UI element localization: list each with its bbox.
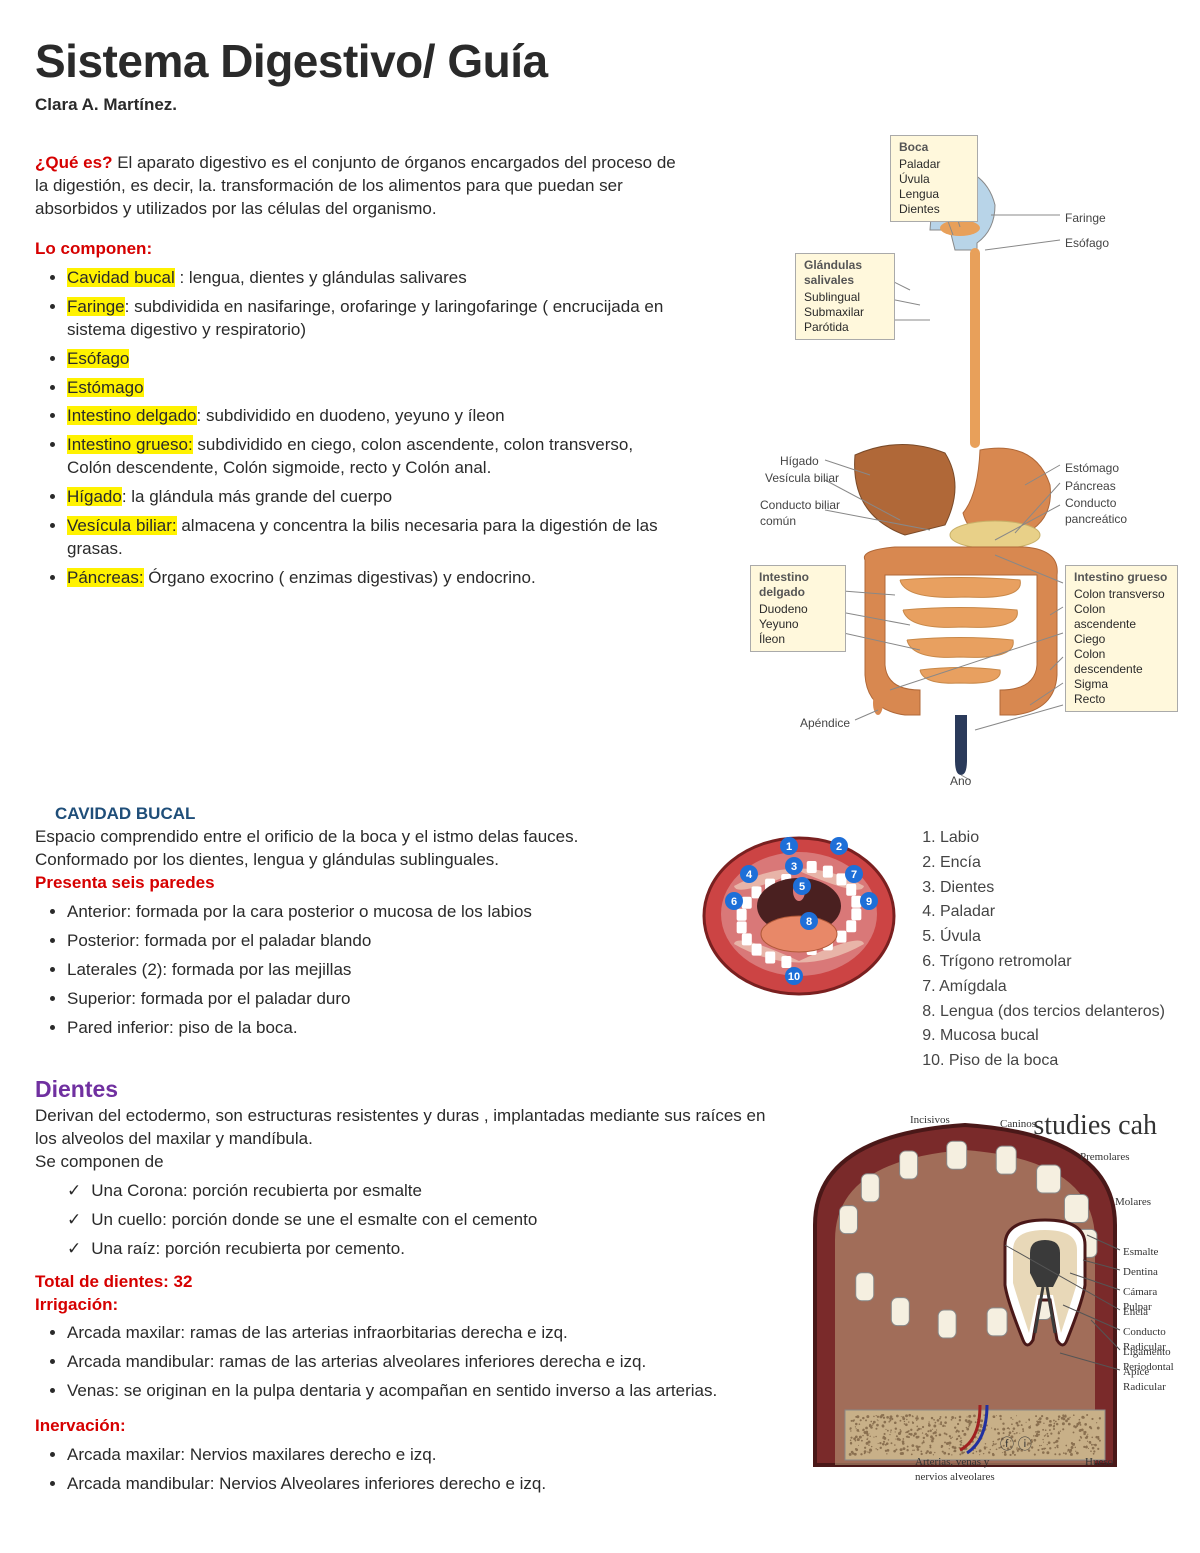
- page-title: Sistema Digestivo/ Guía: [35, 30, 1165, 92]
- diag1-label: Conducto pancreático: [1065, 495, 1160, 527]
- tooth-bottom-label: Arterias, venas y nervios alveolares: [915, 1455, 1005, 1485]
- dientes-p2: Se componen de: [35, 1151, 787, 1174]
- diag1-label: Estómago: [1065, 460, 1160, 476]
- componente-item: Intestino grueso: subdividido en ciego, …: [67, 434, 677, 480]
- componente-item: Vesícula biliar: almacena y concentra la…: [67, 515, 677, 561]
- irrig-head: Irrigación:: [35, 1294, 787, 1317]
- diag1-label: Ano: [950, 773, 1045, 789]
- svg-text:2: 2: [836, 841, 842, 853]
- diag1-label: Vesícula biliar: [765, 470, 860, 486]
- componente-item: Faringe: subdividida en nasifaringe, oro…: [67, 296, 677, 342]
- dientes-parts: Una Corona: porción recubierta por esmal…: [35, 1180, 787, 1261]
- parts-item: Un cuello: porción donde se une el esmal…: [67, 1209, 787, 1232]
- walls-list: Anterior: formada por la cara posterior …: [35, 901, 676, 1040]
- mouth-legend-item: 6. Trígono retromolar: [922, 950, 1165, 975]
- mouth-legend: 1. Labio2. Encía3. Dientes4. Paladar5. Ú…: [922, 826, 1165, 1074]
- componente-item: Esófago: [67, 348, 677, 371]
- dientes-head: Dientes: [35, 1074, 1165, 1105]
- tooth-part-label: Ápice Radicular: [1123, 1365, 1166, 1395]
- tooth-type-label: Molares: [1115, 1195, 1151, 1210]
- intro-text: El aparato digestivo es el conjunto de ó…: [35, 153, 676, 218]
- componente-item: Hígado: la glándula más grande del cuerp…: [67, 486, 677, 509]
- mouth-legend-item: 3. Dientes: [922, 876, 1165, 901]
- diag1-label: Faringe: [1065, 210, 1160, 226]
- irrig-item: Arcada mandibular: ramas de las arterias…: [67, 1351, 787, 1374]
- inerv-list: Arcada maxilar: Nervios maxilares derech…: [35, 1444, 787, 1496]
- componente-item: Cavidad bucal : lengua, dientes y glándu…: [67, 267, 677, 290]
- diag1-label: Apéndice: [800, 715, 895, 731]
- intro-paragraph: ¿Qué es? El aparato digestivo es el conj…: [35, 152, 677, 221]
- dientes-total: Total de dientes: 32: [35, 1271, 787, 1294]
- mouth-legend-item: 1. Labio: [922, 826, 1165, 851]
- diag1-box-boca: BocaPaladarÚvulaLenguaDientes: [890, 135, 978, 222]
- tooth-part-label: Dentina: [1123, 1265, 1158, 1280]
- social-icons: ⓕ ⓘ: [1000, 1435, 1032, 1454]
- mouth-legend-item: 7. Amígdala: [922, 975, 1165, 1000]
- diag1-label: Páncreas: [1065, 478, 1160, 494]
- mouth-legend-item: 10. Piso de la boca: [922, 1049, 1165, 1074]
- parts-item: Una Corona: porción recubierta por esmal…: [67, 1180, 787, 1203]
- cavidad-head: CAVIDAD BUCAL: [55, 803, 1165, 826]
- inerv-item: Arcada maxilar: Nervios maxilares derech…: [67, 1444, 787, 1467]
- irrig-list: Arcada maxilar: ramas de las arterias in…: [35, 1322, 787, 1403]
- mouth-legend-item: 8. Lengua (dos tercios delanteros): [922, 1000, 1165, 1025]
- diag1-label: Hígado: [780, 453, 875, 469]
- componente-item: Estómago: [67, 377, 677, 400]
- irrig-item: Arcada maxilar: ramas de las arterias in…: [67, 1322, 787, 1345]
- componente-item: Intestino delgado: subdividido en duoden…: [67, 405, 677, 428]
- digestive-system-diagram: BocaPaladarÚvulaLenguaDientes Glándulas s…: [695, 135, 1165, 795]
- svg-text:4: 4: [746, 869, 753, 881]
- teeth-diagram: studies cah Incisivos Caninos Premolares Mol…: [805, 1105, 1165, 1475]
- walls-head: Presenta seis paredes: [35, 872, 676, 895]
- diag1-label: Esófago: [1065, 235, 1160, 251]
- diag1-box-glandulas: Glándulas salivalesSublingualSubmaxilarP…: [795, 253, 895, 340]
- mouth-legend-item: 2. Encía: [922, 851, 1165, 876]
- svg-text:1: 1: [786, 841, 792, 853]
- svg-text:10: 10: [788, 971, 800, 983]
- walls-item: Posterior: formada por el paladar blando: [67, 930, 676, 953]
- diag1-box-int_grueso: Intestino gruesoColon transversoColon as…: [1065, 565, 1178, 712]
- cavidad-p1: Espacio comprendido entre el orificio de…: [35, 826, 676, 872]
- svg-text:6: 6: [731, 896, 737, 908]
- tooth-part-label: Esmalte: [1123, 1245, 1158, 1260]
- walls-item: Laterales (2): formada por las mejillas: [67, 959, 676, 982]
- componentes-list: Cavidad bucal : lengua, dientes y glándu…: [35, 267, 677, 590]
- walls-item: Pared inferior: piso de la boca.: [67, 1017, 676, 1040]
- mouth-legend-item: 9. Mucosa bucal: [922, 1024, 1165, 1049]
- author: Clara A. Martínez.: [35, 94, 1165, 117]
- mouth-diagram: 1 2 3 4 5 6 7 8 9 10: [694, 826, 904, 1006]
- walls-item: Anterior: formada por la cara posterior …: [67, 901, 676, 924]
- tooth-part-label: Encía: [1123, 1305, 1148, 1320]
- tooth-type-label: Premolares: [1080, 1150, 1129, 1165]
- svg-text:5: 5: [799, 881, 805, 893]
- svg-text:7: 7: [851, 869, 857, 881]
- tooth-bottom-label: Hueso: [1085, 1455, 1175, 1470]
- dientes-p1: Derivan del ectodermo, son estructuras r…: [35, 1105, 787, 1151]
- inerv-item: Arcada mandibular: Nervios Alveolares in…: [67, 1473, 787, 1496]
- irrig-item: Venas: se originan en la pulpa dentaria …: [67, 1380, 787, 1403]
- svg-text:8: 8: [806, 916, 812, 928]
- componentes-head: Lo componen:: [35, 238, 677, 261]
- parts-item: Una raíz: porción recubierta por cemento…: [67, 1238, 787, 1261]
- intro-q: ¿Qué es?: [35, 153, 112, 172]
- inerv-head: Inervación:: [35, 1415, 787, 1438]
- tooth-type-label: Incisivos: [910, 1113, 950, 1128]
- signature: studies cah: [1033, 1107, 1157, 1145]
- tooth-type-label: Caninos: [1000, 1117, 1036, 1132]
- diag1-box-int_delgado: Intestino delgadoDuodenoYeyunoÍleon: [750, 565, 846, 652]
- svg-text:3: 3: [791, 861, 797, 873]
- svg-text:9: 9: [866, 896, 872, 908]
- componente-item: Páncreas: Órgano exocrino ( enzimas dige…: [67, 567, 677, 590]
- mouth-legend-item: 5. Úvula: [922, 925, 1165, 950]
- mouth-legend-item: 4. Paladar: [922, 900, 1165, 925]
- walls-item: Superior: formada por el paladar duro: [67, 988, 676, 1011]
- diag1-label: Conducto biliar común: [760, 497, 855, 529]
